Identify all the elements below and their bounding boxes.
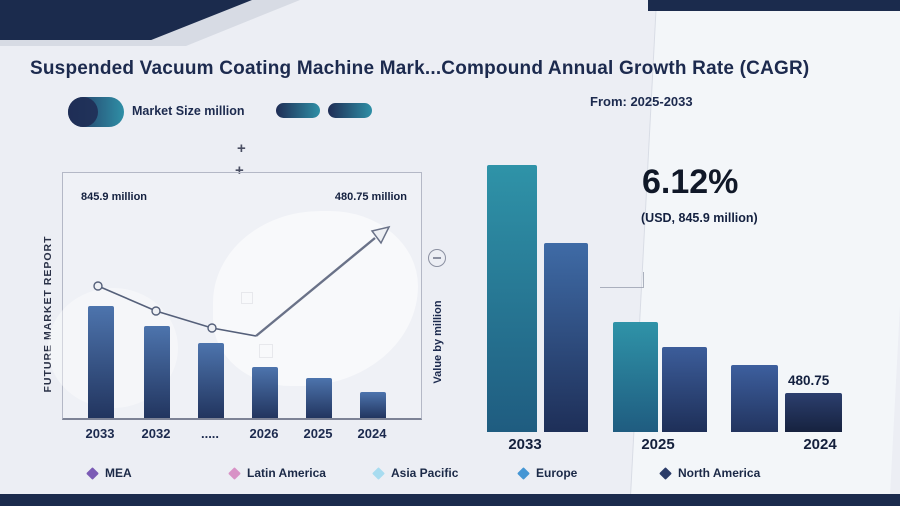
value-annotation: 480.75 — [788, 373, 830, 388]
gradient-bar-glyph-icon — [328, 103, 372, 118]
bottom-strip — [0, 494, 900, 506]
left-xlabel-2033: 2033 — [85, 426, 115, 441]
cagr-value: 6.12% — [642, 163, 739, 201]
max-value-label: 845.9 million — [81, 191, 148, 203]
legend-bullet-icon — [517, 466, 530, 480]
bracket-decoration — [600, 272, 644, 288]
left-bar-2024 — [360, 392, 386, 418]
legend-item-north-america: North America — [659, 466, 761, 480]
right-bar-2024-secondary — [785, 393, 842, 432]
left-bar-2025 — [306, 378, 332, 418]
legend-item-latin-america: Latin America — [228, 466, 326, 480]
legend-label: North America — [678, 466, 761, 480]
left-bar-2026 — [252, 367, 278, 418]
legend-label: MEA — [105, 466, 132, 480]
legend-label: Asia Pacific — [391, 466, 459, 480]
legend-item-asia-pacific: Asia Pacific — [372, 466, 459, 480]
left-xlabel-2032: 2032 — [141, 426, 171, 441]
cagr-detail: (USD, 845.9 million) — [641, 211, 758, 225]
left-chart-side-label: FUTURE MARKET REPORT — [42, 235, 54, 393]
right-chart-ylabel: Value by million — [432, 300, 444, 384]
left-xlabel-2024: 2024 — [357, 426, 387, 441]
right-bar-2025-secondary — [662, 347, 707, 432]
right-xlabel-2025: 2025 — [641, 436, 675, 453]
page-title: Suspended Vacuum Coating Machine Mark...… — [30, 58, 810, 79]
legend-bullet-icon — [228, 466, 241, 480]
top-right-strip — [648, 0, 900, 11]
min-value-label: 480.75 million — [334, 191, 407, 203]
legend-label: Europe — [536, 466, 578, 480]
left-xlabel-2025: 2025 — [303, 426, 333, 441]
left-bar-2033 — [88, 306, 114, 418]
legend-bullet-icon — [86, 466, 99, 480]
market-size-label: Market Size million — [132, 104, 245, 118]
legend-bullet-icon — [372, 466, 385, 480]
left-xlabel-mid: ..... — [200, 426, 220, 441]
gradient-bar-glyph-icon — [276, 103, 320, 118]
legend-item-mea: MEA — [86, 466, 132, 480]
left-xlabel-2026: 2026 — [249, 426, 279, 441]
left-chart-panel: 845.9 million 480.75 million — [48, 172, 422, 420]
right-xlabel-2033: 2033 — [508, 436, 542, 453]
right-bar-2033-primary — [487, 165, 537, 432]
right-bar-2033-secondary — [544, 243, 588, 432]
right-bar-2024-primary — [731, 365, 778, 432]
legend-label: Latin America — [247, 466, 326, 480]
legend-bullet-icon — [659, 466, 672, 480]
pill-circle-icon — [68, 97, 98, 127]
plus-icon: + — [235, 162, 244, 179]
circle-dash-icon — [428, 249, 446, 267]
right-xlabel-2024: 2024 — [803, 436, 837, 453]
right-bar-2025-primary — [613, 322, 658, 432]
trend-line-arrow — [93, 225, 391, 337]
legend-item-europe: Europe — [517, 466, 578, 480]
period-label: From: 2025-2033 — [590, 94, 693, 109]
market-size-legend-icon — [68, 97, 124, 127]
left-bar-mid — [198, 343, 224, 418]
plus-icon: + — [237, 140, 246, 157]
left-bar-2032 — [144, 326, 170, 418]
